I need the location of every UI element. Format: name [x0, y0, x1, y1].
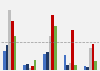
Bar [14, 36, 16, 70]
Bar [71, 30, 74, 70]
Bar [29, 68, 31, 70]
Bar [11, 21, 14, 70]
Bar [74, 65, 77, 70]
Bar [94, 61, 97, 70]
Bar [89, 48, 92, 70]
Bar [66, 65, 69, 70]
Bar [86, 67, 89, 70]
Bar [92, 44, 94, 70]
Bar [6, 45, 8, 70]
Bar [46, 52, 49, 70]
Bar [54, 26, 56, 70]
Bar [69, 63, 71, 70]
Bar [23, 65, 26, 70]
Bar [3, 51, 6, 70]
Bar [64, 55, 66, 70]
Bar [44, 54, 46, 70]
Bar [31, 66, 34, 70]
Bar [84, 66, 86, 70]
Bar [49, 36, 51, 70]
Bar [34, 60, 36, 70]
Bar [51, 15, 54, 70]
Bar [26, 64, 29, 70]
Bar [8, 10, 11, 70]
